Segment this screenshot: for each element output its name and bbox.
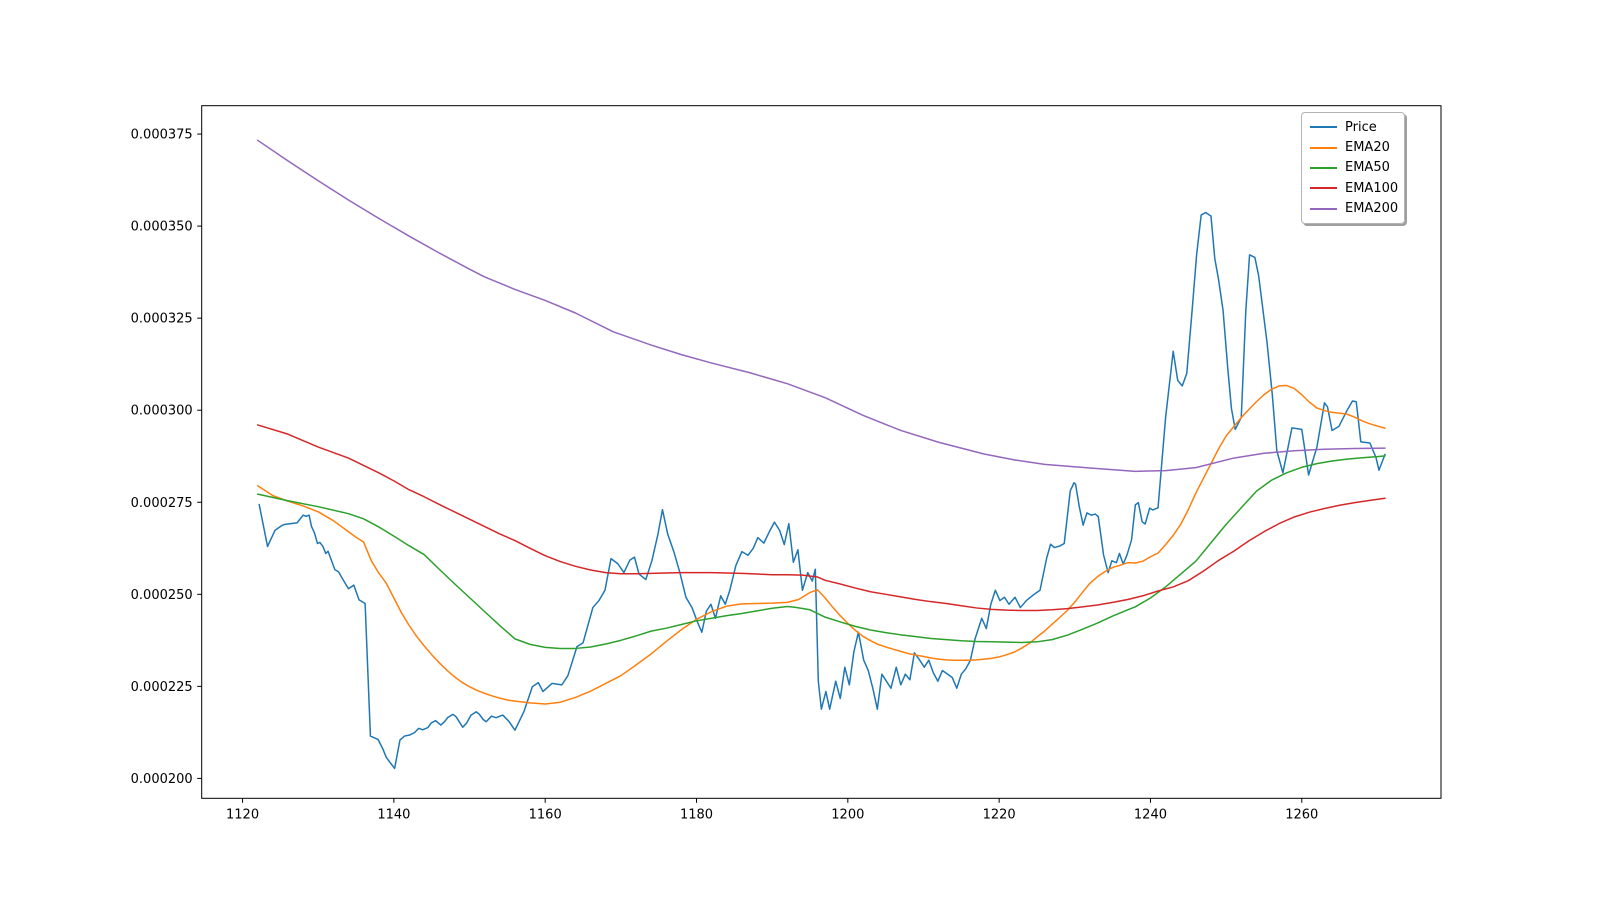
legend: Price EMA20 EMA50 EMA100 EMA200 <box>1301 112 1405 224</box>
axes-frame <box>201 105 1442 799</box>
series-line-ema100 <box>256 424 1386 612</box>
legend-entry-ema50: EMA50 <box>1310 158 1398 178</box>
legend-line-swatch-price <box>1310 126 1337 129</box>
tick-labels: 1120 1140 1160 1180 1200 1220 1240 1260 0.000200… <box>131 128 1319 823</box>
y-tick-label: 0.000275 <box>131 496 193 511</box>
y-tick-label: 0.000325 <box>131 312 193 327</box>
x-tick-label: 1160 <box>529 807 562 822</box>
x-tick-label: 1180 <box>680 807 713 822</box>
legend-label: EMA100 <box>1345 180 1399 196</box>
legend-line-swatch-ema50 <box>1310 166 1337 169</box>
legend-entry-ema200: EMA200 <box>1310 199 1398 219</box>
series-line-ema200 <box>256 139 1386 473</box>
x-tick-label: 1240 <box>1134 807 1167 822</box>
x-tick-label: 1120 <box>226 807 259 822</box>
y-tick-label: 0.000375 <box>131 128 193 143</box>
legend-label: EMA50 <box>1345 160 1390 176</box>
x-tick-label: 1200 <box>831 807 864 822</box>
series-lines <box>256 139 1386 770</box>
y-tick-label: 0.000200 <box>131 772 193 787</box>
legend-entry-ema20: EMA20 <box>1310 137 1398 157</box>
y-tick-label: 0.000250 <box>131 588 193 603</box>
legend-line-swatch-ema200 <box>1310 207 1337 210</box>
series-line-ema50 <box>256 455 1386 650</box>
legend-line-swatch-ema100 <box>1310 187 1337 190</box>
x-tick-label: 1140 <box>377 807 410 822</box>
legend-line-swatch-ema20 <box>1310 146 1337 149</box>
series-line-ema20 <box>256 384 1386 705</box>
x-tick-label: 1220 <box>983 807 1016 822</box>
legend-entry-ema100: EMA100 <box>1310 178 1398 198</box>
tick-marks <box>197 133 1303 803</box>
y-tick-label: 0.000300 <box>131 404 193 419</box>
y-tick-label: 0.000350 <box>131 220 193 235</box>
legend-entry-price: Price <box>1310 117 1398 137</box>
x-tick-label: 1260 <box>1285 807 1318 822</box>
plot-border <box>201 105 1442 799</box>
legend-label: EMA200 <box>1345 201 1399 217</box>
legend-label: EMA20 <box>1345 140 1390 156</box>
series-line-price <box>258 211 1386 770</box>
legend-label: Price <box>1345 119 1377 135</box>
y-tick-label: 0.000225 <box>131 680 193 695</box>
